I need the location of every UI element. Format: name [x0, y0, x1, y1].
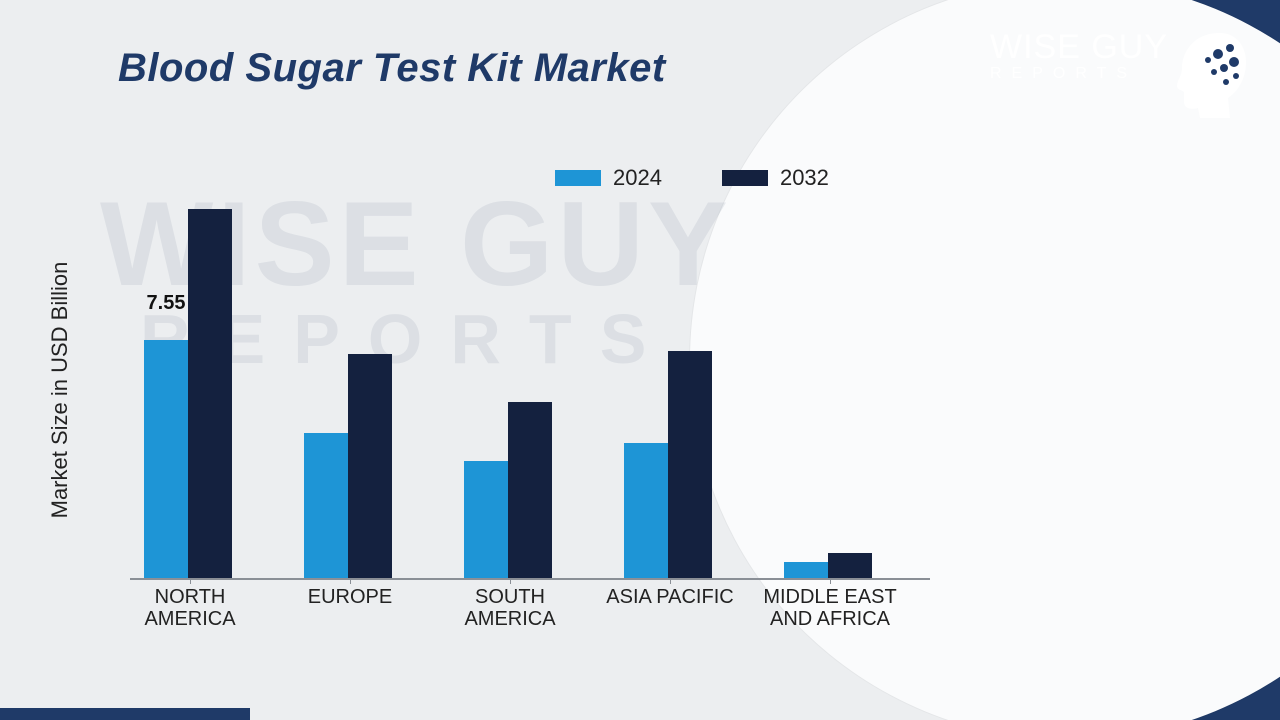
- category-label: EUROPE: [275, 586, 425, 608]
- bar-2024: [784, 562, 828, 578]
- footer-accent-bar: [0, 708, 250, 720]
- bar-2024: [464, 461, 508, 578]
- stage: WISE GUYREPORTS Blood Sugar Test Kit Mar…: [0, 0, 1280, 720]
- bar-2032: [348, 354, 392, 578]
- x-tick: [190, 578, 191, 584]
- y-axis-label: Market Size in USD Billion: [47, 262, 73, 519]
- bar-2032: [508, 402, 552, 578]
- legend-swatch: [555, 170, 601, 186]
- plot-area: 7.55NORTH AMERICAEUROPESOUTH AMERICAASIA…: [130, 200, 930, 580]
- legend-item-2024: 2024: [555, 165, 662, 191]
- x-tick: [670, 578, 671, 584]
- bar-chart: Market Size in USD Billion 7.55NORTH AME…: [100, 200, 930, 580]
- chart-title: Blood Sugar Test Kit Market: [118, 46, 666, 91]
- category-label: SOUTH AMERICA: [435, 586, 585, 630]
- x-axis-baseline: [130, 578, 930, 580]
- brand-logo: WISE GUY REPORTS: [990, 28, 1240, 118]
- bar-2032: [668, 351, 712, 578]
- category-label: NORTH AMERICA: [115, 586, 265, 630]
- x-tick: [510, 578, 511, 584]
- bar-2024: [624, 443, 668, 578]
- bar-value-label: 7.55: [147, 292, 186, 315]
- legend-item-2032: 2032: [722, 165, 829, 191]
- brain-head-icon: [1170, 28, 1250, 118]
- legend: 2024 2032: [555, 165, 829, 191]
- legend-label: 2024: [613, 165, 662, 191]
- bar-2024: [304, 433, 348, 578]
- category-label: ASIA PACIFIC: [595, 586, 745, 608]
- bar-2032: [188, 209, 232, 578]
- category-label: MIDDLE EAST AND AFRICA: [755, 586, 905, 630]
- legend-label: 2032: [780, 165, 829, 191]
- legend-swatch: [722, 170, 768, 186]
- bar-2024: [144, 340, 188, 578]
- x-tick: [350, 578, 351, 584]
- bar-2032: [828, 553, 872, 578]
- x-tick: [830, 578, 831, 584]
